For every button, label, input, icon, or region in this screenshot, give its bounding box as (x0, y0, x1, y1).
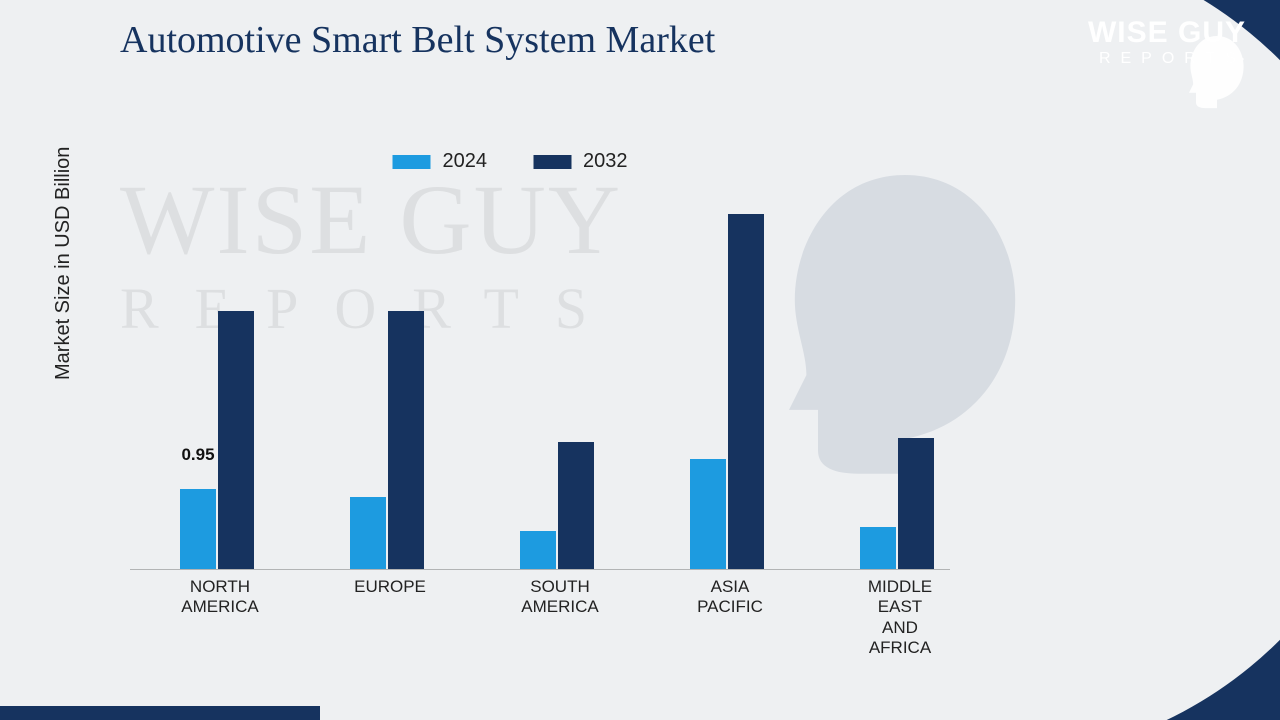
footer-strip (0, 706, 320, 720)
bar-s2032 (728, 214, 764, 569)
x-axis-label: SOUTH AMERICA (521, 577, 598, 618)
legend-item-2024: 2024 (393, 150, 488, 173)
brand-head-icon (1182, 32, 1252, 110)
chart: 2024 2032 Market Size in USD Billion 0.9… (60, 150, 960, 690)
bar-s2024 (180, 489, 216, 569)
legend: 2024 2032 (393, 150, 628, 173)
legend-swatch-2024 (393, 155, 431, 169)
chart-title: Automotive Smart Belt System Market (120, 18, 715, 62)
value-label: 0.95 (181, 445, 214, 465)
bar-s2024 (690, 459, 726, 569)
x-axis-label: EUROPE (354, 577, 426, 597)
page: WISE GUY REPORTS Automotive Smart Belt S… (0, 0, 1280, 720)
legend-swatch-2032 (533, 155, 571, 169)
brand-logo: WISE GUY REPORTS (1088, 18, 1246, 68)
x-axis-label: ASIA PACIFIC (697, 577, 763, 618)
bar-s2024 (860, 527, 896, 569)
x-axis-label: MIDDLE EAST AND AFRICA (868, 577, 932, 659)
legend-label-2032: 2032 (583, 150, 628, 173)
bar-s2024 (350, 497, 386, 569)
legend-label-2024: 2024 (443, 150, 488, 173)
plot-area: 0.95NORTH AMERICAEUROPESOUTH AMERICAASIA… (130, 190, 950, 570)
bar-s2032 (388, 311, 424, 569)
x-axis-label: NORTH AMERICA (181, 577, 258, 618)
bar-s2032 (558, 442, 594, 569)
bar-s2024 (520, 531, 556, 569)
bar-s2032 (218, 311, 254, 569)
legend-item-2032: 2032 (533, 150, 628, 173)
y-axis-label: Market Size in USD Billion (52, 147, 75, 380)
bar-s2032 (898, 438, 934, 569)
